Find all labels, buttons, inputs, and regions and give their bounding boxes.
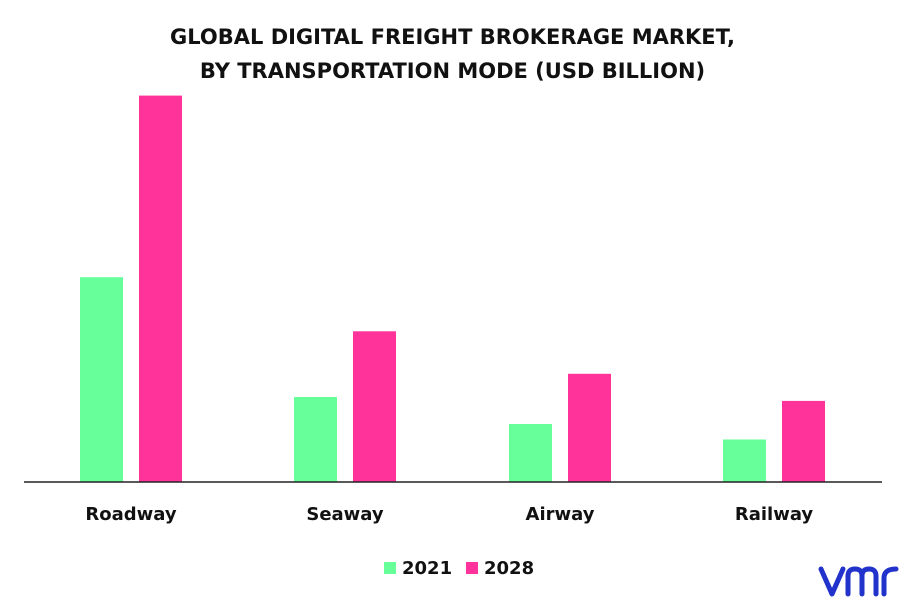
category-label-railway: Railway [735, 504, 814, 525]
brand-logo-m [845, 566, 879, 597]
bar-airway-2028 [568, 373, 611, 482]
chart-title-line-1: GLOBAL DIGITAL FREIGHT BROKERAGE MARKET, [170, 25, 735, 49]
legend-swatch-2028 [466, 562, 478, 574]
category-label-roadway: Roadway [85, 504, 176, 525]
category-labels: Roadway Seaway Airway Railway [85, 504, 813, 525]
legend-label-2028: 2028 [484, 558, 534, 579]
brand-logo-v [818, 566, 846, 597]
chart-title-line-2: BY TRANSPORTATION MODE (USD BILLION) [200, 59, 705, 83]
legend-label-2021: 2021 [402, 558, 452, 579]
bars-layer [80, 95, 825, 482]
bar-seaway-2028 [353, 331, 396, 482]
bar-airway-2021 [509, 424, 552, 482]
bar-seaway-2021 [294, 397, 337, 482]
bar-roadway-2021 [80, 277, 123, 482]
category-label-seaway: Seaway [306, 504, 384, 525]
bar-railway-2028 [782, 400, 825, 482]
legend: 2021 2028 [384, 558, 534, 579]
legend-swatch-2021 [384, 562, 396, 574]
brand-logo-icon [818, 566, 899, 597]
bar-roadway-2028 [139, 95, 182, 482]
chart-title: GLOBAL DIGITAL FREIGHT BROKERAGE MARKET,… [170, 25, 735, 83]
bar-railway-2021 [723, 439, 766, 482]
category-label-airway: Airway [526, 504, 595, 525]
brand-logo-r [881, 566, 899, 597]
